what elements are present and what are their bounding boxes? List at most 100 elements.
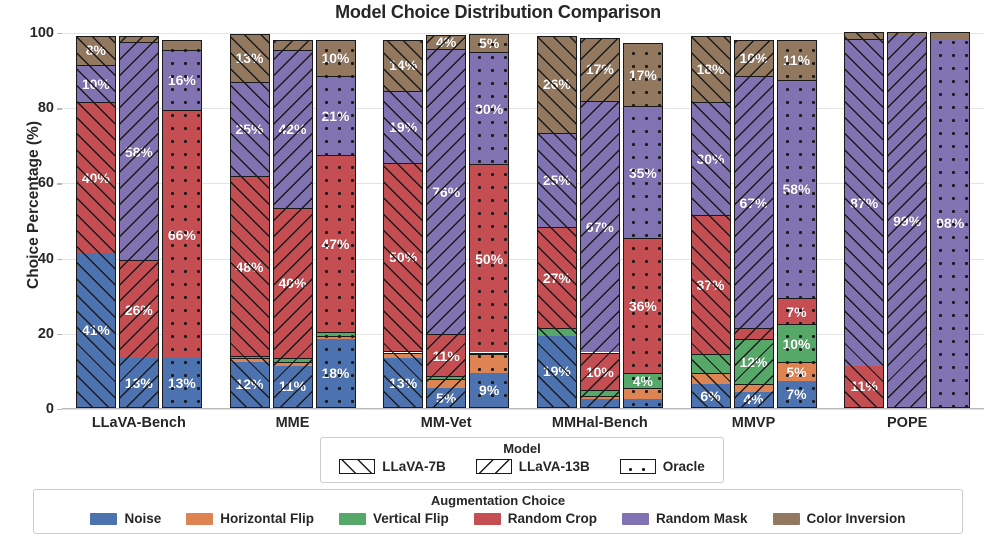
bar-segment-noise[interactable]: 6% [691,384,730,407]
bar-segment-random-mask[interactable]: 98% [931,38,970,407]
bar-segment-random-mask[interactable]: 19% [384,91,423,163]
bar-segment-horizontal-flip[interactable] [623,388,662,400]
bar-segment-vertical-flip[interactable] [230,356,269,359]
bar-segment-random-crop[interactable]: 48% [230,175,269,357]
bar-segment-color-inversion[interactable]: 13% [230,34,269,82]
bar-segment-vertical-flip[interactable]: 12% [734,339,773,385]
bar-segment-vertical-flip[interactable] [537,328,576,336]
bar-segment-vertical-flip[interactable] [580,390,619,396]
bar-mmhal-bench-llava-13b[interactable]: 10% 67% 17% [579,37,620,408]
bar-segment-color-inversion[interactable]: 26% [537,36,576,133]
bar-segment-random-mask[interactable]: 99% [888,34,927,407]
bar-segment-random-mask[interactable]: 58% [777,79,816,298]
bar-segment-horizontal-flip[interactable] [580,395,619,400]
bar-segment-noise[interactable]: 9% [470,373,509,407]
bar-segment-horizontal-flip[interactable] [384,352,423,359]
bar-segment-random-crop[interactable]: 40% [76,102,115,253]
bar-segment-color-inversion[interactable]: 8% [76,36,115,65]
bar-segment-random-crop[interactable]: 47% [316,155,355,332]
bar-mme-llava-7b[interactable]: 12% 48% 25% 13% [229,33,270,408]
bar-segment-random-mask[interactable]: 25% [537,132,576,227]
model-legend-entry-llava-7b[interactable]: LLaVA-7B [339,459,446,474]
bar-segment-color-inversion[interactable]: 10% [316,40,355,77]
bar-segment-horizontal-flip[interactable] [316,335,355,340]
bar-llava-bench-oracle[interactable]: 13% 66% 16% [161,39,202,408]
bar-segment-horizontal-flip[interactable]: 5% [777,361,816,381]
bar-segment-random-crop[interactable]: 11% [427,334,466,376]
bar-mme-llava-13b[interactable]: 11% 40% 42% [272,39,313,408]
bar-mm-vet-llava-7b[interactable]: 13% 50% 19% 14% [383,39,424,408]
bar-segment-color-inversion[interactable]: 17% [580,38,619,101]
bar-segment-noise[interactable]: 7% [777,380,816,407]
bar-pope-llava-7b[interactable]: 11% 87% [844,32,885,408]
bar-segment-color-inversion[interactable]: 5% [470,34,509,52]
bar-segment-vertical-flip[interactable] [316,331,355,336]
bar-segment-random-mask[interactable]: 42% [273,49,312,208]
model-legend-entry-oracle[interactable]: Oracle [619,459,705,474]
bar-segment-noise[interactable]: 12% [230,361,269,407]
bar-segment-color-inversion[interactable]: 14% [384,40,423,92]
bar-segment-horizontal-flip[interactable] [230,358,269,362]
bar-segment-random-crop[interactable]: 66% [162,109,201,359]
bar-segment-vertical-flip[interactable] [384,350,423,353]
augmentation-legend-entry-horizontal-flip[interactable]: Horizontal Flip [186,511,314,526]
bar-segment-random-crop[interactable]: 26% [119,260,158,359]
bar-segment-random-crop[interactable]: 36% [623,237,662,374]
augmentation-legend-entry-vertical-flip[interactable]: Vertical Flip [338,511,449,526]
bar-segment-noise[interactable] [623,399,662,407]
bar-segment-noise[interactable]: 4% [734,391,773,407]
bar-llava-bench-llava-13b[interactable]: 13% 26% 58% [118,35,159,408]
bar-llava-bench-llava-7b[interactable]: 41% 40% 10% 8% [75,35,116,408]
bar-mmhal-bench-oracle[interactable]: 4% 36% 35% 17% [622,43,663,408]
bar-segment-random-mask[interactable]: 30% [470,51,509,165]
bar-segment-noise[interactable]: 11% [273,365,312,407]
bar-segment-vertical-flip[interactable]: 4% [623,373,662,389]
bar-segment-random-mask[interactable]: 67% [580,100,619,353]
bar-segment-random-crop[interactable]: 50% [384,162,423,351]
bar-segment-random-crop[interactable]: 27% [537,226,576,329]
bar-segment-random-crop[interactable]: 11% [845,365,884,407]
bar-segment-horizontal-flip[interactable] [691,373,730,385]
bar-segment-color-inversion[interactable]: 18% [691,36,730,103]
bar-segment-random-mask[interactable]: 58% [119,42,158,261]
bar-segment-vertical-flip[interactable] [427,375,466,379]
bar-segment-noise[interactable]: 13% [119,358,158,407]
bar-segment-vertical-flip[interactable] [691,354,730,374]
bar-segment-color-inversion[interactable] [273,40,312,50]
augmentation-legend-entry-random-crop[interactable]: Random Crop [473,511,597,526]
bar-pope-llava-13b[interactable]: 99% [887,32,928,408]
bar-segment-color-inversion[interactable]: 11% [777,40,816,80]
bar-segment-random-mask[interactable]: 25% [230,81,269,176]
bar-segment-random-crop[interactable] [734,328,773,340]
bar-mmvp-llava-7b[interactable]: 6% 37% 30% 18% [690,35,731,408]
augmentation-legend-entry-noise[interactable]: Noise [90,511,161,526]
bar-segment-horizontal-flip[interactable] [734,384,773,392]
bar-segment-color-inversion[interactable] [931,33,970,39]
bar-segment-random-mask[interactable]: 87% [845,38,884,366]
bar-segment-random-crop[interactable]: 50% [470,164,509,353]
bar-segment-color-inversion[interactable] [888,33,927,35]
bar-mme-oracle[interactable]: 18% 47% 21% 10% [315,39,356,408]
bar-segment-random-mask[interactable]: 67% [734,76,773,329]
bar-mmvp-llava-13b[interactable]: 4% 12% 67% 10% [733,39,774,408]
bar-segment-random-mask[interactable]: 35% [623,106,662,238]
bar-segment-horizontal-flip[interactable] [427,378,466,389]
bar-segment-vertical-flip[interactable]: 10% [777,324,816,362]
bar-segment-vertical-flip[interactable] [470,352,509,355]
bar-mmvp-oracle[interactable]: 7% 5% 10% 7% 58% 11% [776,39,817,408]
bar-segment-random-mask[interactable]: 30% [691,102,730,216]
bar-mmhal-bench-llava-7b[interactable]: 19% 27% 25% 26% [536,35,577,408]
bar-segment-random-mask[interactable]: 21% [316,76,355,156]
bar-segment-random-crop[interactable]: 10% [580,352,619,391]
bar-segment-random-mask[interactable]: 76% [427,48,466,335]
model-legend-entry-llava-13b[interactable]: LLaVA-13B [475,459,590,474]
bar-segment-random-crop[interactable]: 7% [777,297,816,325]
bar-segment-random-mask[interactable]: 16% [162,49,201,110]
bar-segment-noise[interactable]: 41% [76,252,115,407]
bar-segment-noise[interactable]: 19% [537,335,576,407]
bar-segment-color-inversion[interactable] [162,40,201,50]
bar-segment-noise[interactable]: 13% [162,358,201,407]
bar-segment-noise[interactable] [580,399,619,407]
bar-segment-random-mask[interactable]: 10% [76,64,115,103]
bar-segment-horizontal-flip[interactable] [470,354,509,374]
